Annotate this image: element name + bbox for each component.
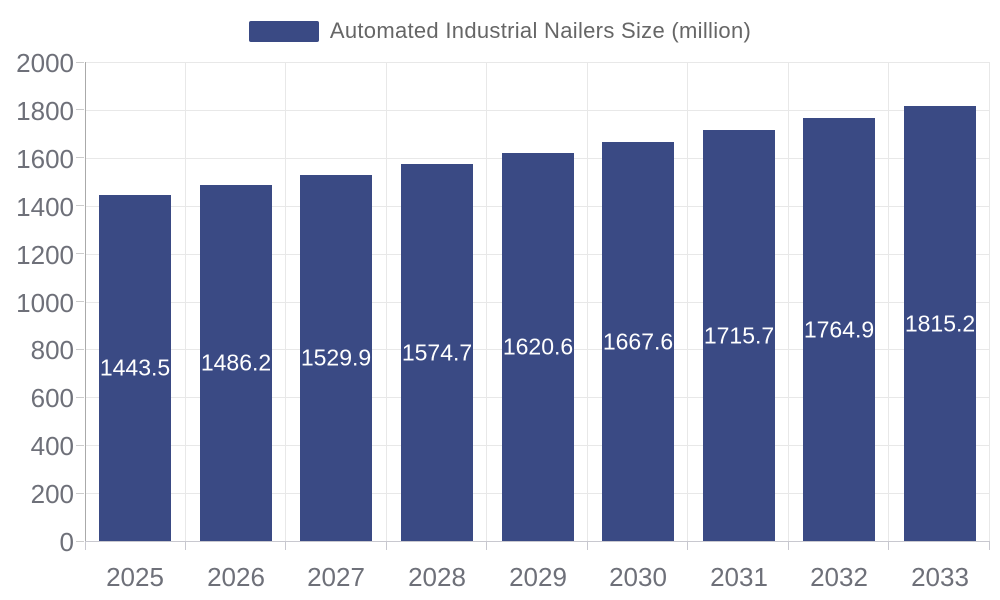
x-axis-tick-label: 2025	[106, 562, 164, 592]
y-axis-tick	[76, 253, 84, 255]
y-axis-tick	[76, 492, 84, 494]
bar-value-label: 1667.6	[602, 328, 674, 354]
h-gridline	[85, 62, 990, 63]
v-gridline	[888, 62, 889, 541]
y-axis-tick-label: 1600	[16, 143, 74, 174]
bar-value-label: 1815.2	[904, 310, 976, 336]
v-gridline	[285, 62, 286, 541]
y-axis-tick-label: 2000	[16, 48, 74, 78]
x-axis-tick	[85, 541, 86, 550]
x-axis-tick-label: 2030	[609, 562, 667, 592]
v-gridline	[486, 62, 487, 541]
x-axis-tick	[386, 541, 387, 550]
bar[interactable]: 1574.7	[401, 164, 473, 541]
legend-swatch-icon	[248, 20, 319, 42]
x-axis-tick	[687, 541, 688, 550]
x-axis-line	[85, 541, 990, 542]
x-axis-tick-label: 2028	[408, 562, 466, 592]
y-axis-line	[85, 62, 86, 541]
x-axis-tick-label: 2029	[509, 562, 567, 592]
x-axis-tick	[888, 541, 889, 550]
y-axis-tick-label: 0	[59, 527, 74, 557]
y-axis-tick-label: 800	[30, 335, 74, 366]
y-axis-tick	[76, 444, 84, 446]
h-gridline	[85, 109, 990, 111]
bar[interactable]: 1620.6	[502, 153, 574, 541]
y-axis-tick-label: 1000	[16, 287, 74, 318]
x-axis-tick-label: 2033	[911, 562, 969, 592]
y-axis-tick	[76, 348, 84, 350]
v-gridline	[989, 62, 990, 541]
y-axis-tick-label: 1200	[16, 239, 74, 270]
bar[interactable]: 1486.2	[200, 185, 272, 541]
x-axis-tick-label: 2027	[307, 562, 365, 592]
bar[interactable]: 1667.6	[602, 142, 674, 541]
x-axis-tick	[989, 541, 990, 550]
x-axis-tick	[185, 541, 186, 550]
v-gridline	[687, 62, 688, 541]
x-axis-tick	[788, 541, 789, 550]
x-axis-tick	[486, 541, 487, 550]
bar-value-label: 1715.7	[703, 322, 775, 348]
v-gridline	[386, 62, 387, 541]
y-axis-tick	[76, 61, 84, 63]
legend-label: Automated Industrial Nailers Size (milli…	[329, 18, 752, 43]
y-axis-tick	[76, 157, 84, 159]
bar[interactable]: 1764.9	[803, 118, 875, 541]
bar[interactable]: 1529.9	[300, 175, 372, 541]
y-axis-tick	[76, 301, 84, 302]
v-gridline	[788, 62, 789, 541]
v-gridline	[587, 62, 588, 541]
y-axis-tick-label: 1400	[16, 191, 74, 222]
legend-item[interactable]: Automated Industrial Nailers Size (milli…	[0, 18, 1000, 44]
bar-value-label: 1486.2	[200, 349, 272, 376]
y-axis-tick-label: 400	[30, 431, 74, 462]
bar-value-label: 1529.9	[300, 344, 372, 371]
bar-value-label: 1764.9	[803, 316, 875, 342]
v-gridline	[185, 62, 186, 541]
y-axis-tick	[76, 109, 84, 111]
plot-area: 1443.5 1486.2 1529.9 1574.7 1620.6 1667.6 1715…	[76, 61, 990, 550]
y-axis-tick-label: 1800	[16, 95, 74, 126]
y-axis-tick-label: 200	[30, 479, 74, 510]
y-axis-tick-label: 600	[30, 383, 74, 414]
y-axis-tick	[76, 205, 84, 207]
x-axis-tick-label: 2032	[810, 562, 868, 592]
y-axis-tick	[76, 396, 84, 398]
x-axis-tick	[587, 541, 588, 550]
x-axis-tick	[285, 541, 286, 550]
bar[interactable]: 1443.5	[99, 195, 171, 541]
bar-value-label: 1443.5	[99, 354, 171, 381]
x-axis-tick-label: 2026	[207, 562, 265, 592]
bar-value-label: 1620.6	[502, 333, 574, 360]
bar-value-label: 1574.7	[401, 339, 473, 365]
x-axis-tick-label: 2031	[710, 562, 768, 592]
bar[interactable]: 1715.7	[703, 130, 775, 541]
y-axis-tick	[76, 540, 84, 542]
bar[interactable]: 1815.2	[904, 106, 976, 541]
